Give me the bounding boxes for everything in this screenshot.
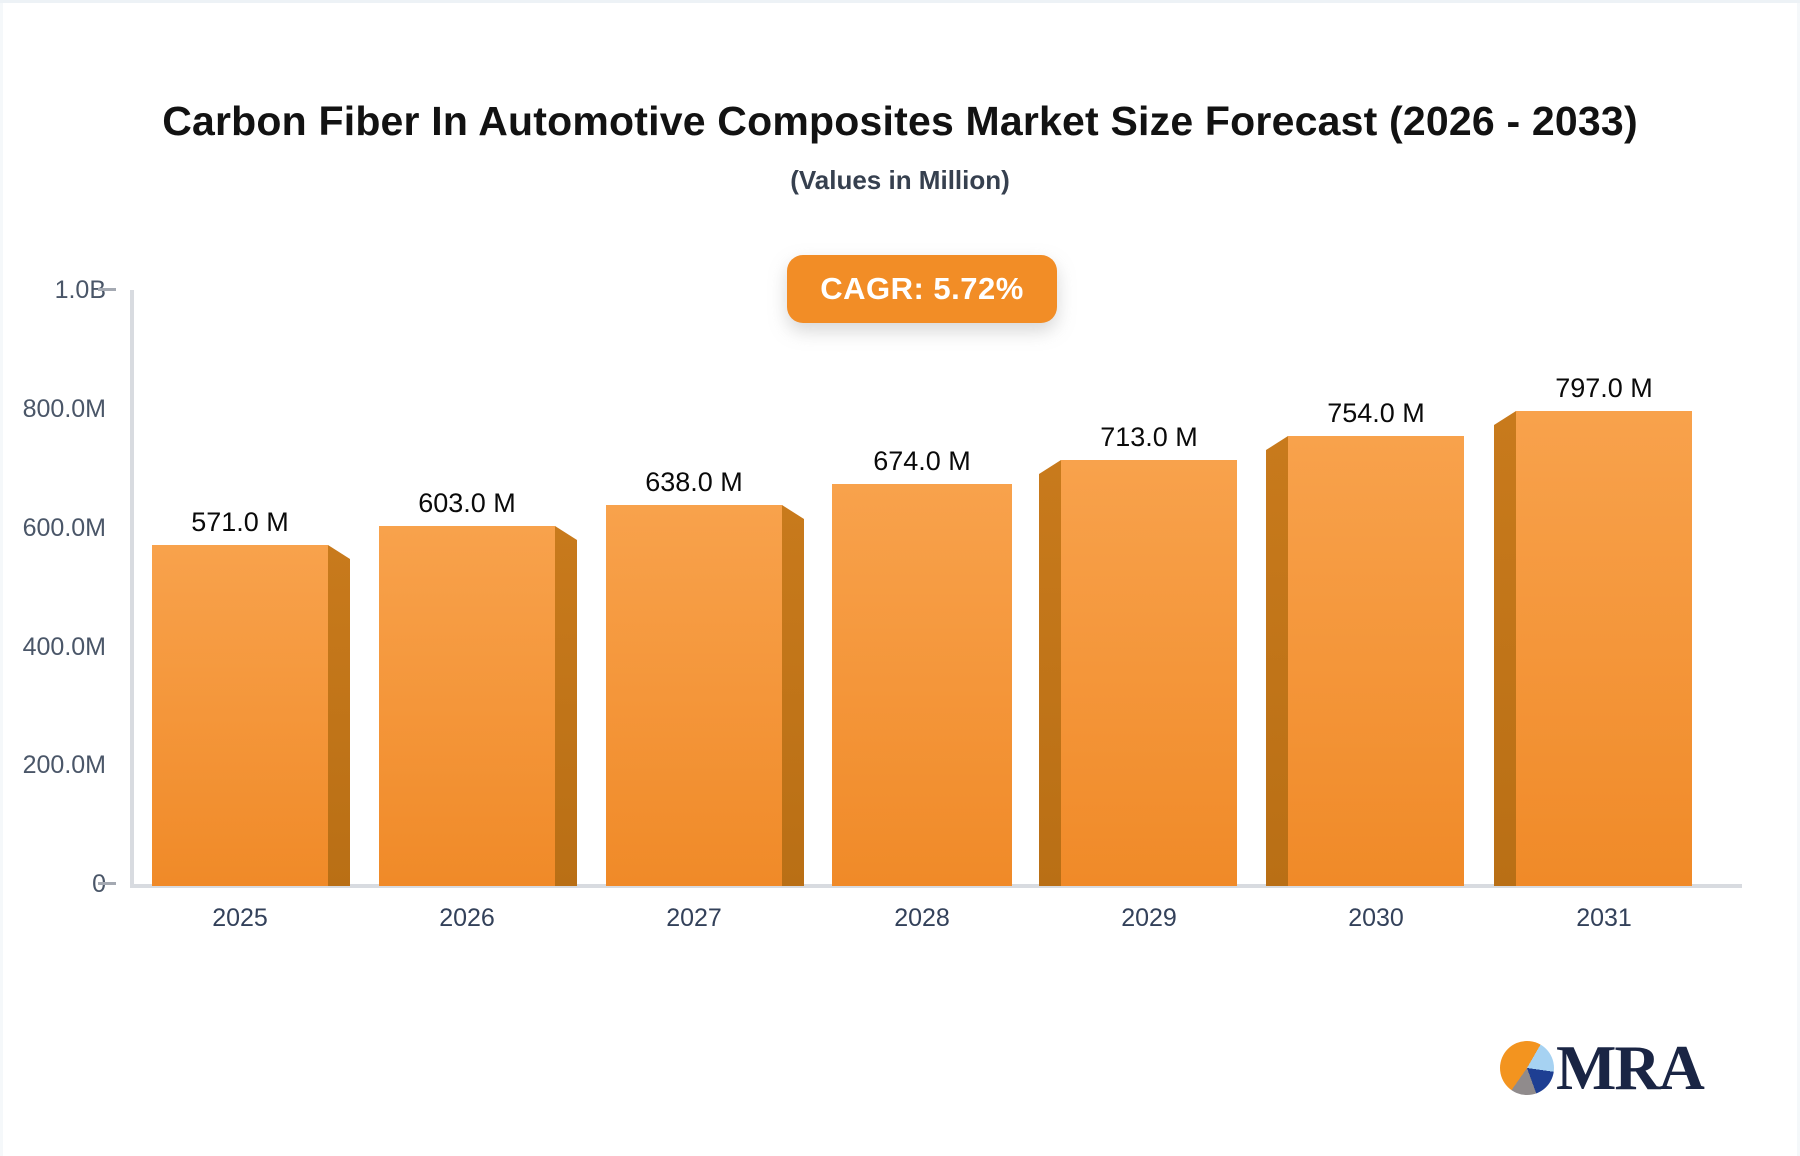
chart-subtitle: (Values in Million) bbox=[790, 165, 1010, 195]
bar-value-label: 638.0 M bbox=[645, 467, 743, 497]
chart-title: Carbon Fiber In Automotive Composites Ma… bbox=[162, 98, 1638, 144]
bar-value-label: 674.0 M bbox=[873, 446, 971, 476]
x-tick-label-2031: 2031 bbox=[1576, 904, 1632, 932]
y-tick-label: 200.0M bbox=[22, 751, 106, 779]
bar-side-face bbox=[1039, 460, 1061, 886]
bar-2026[interactable] bbox=[379, 526, 555, 886]
x-axis-line bbox=[130, 884, 1742, 888]
bar-2025[interactable] bbox=[152, 545, 328, 886]
bar-side-face bbox=[782, 505, 804, 886]
mra-logo: MRA bbox=[1500, 1032, 1705, 1103]
y-tick-label: 0 bbox=[0, 868, 106, 900]
x-tick-label-2026: 2026 bbox=[439, 904, 495, 932]
bar-value-label: 754.0 M bbox=[1327, 398, 1425, 428]
y-tick-label: 1.0B bbox=[54, 276, 106, 304]
y-tick-label: 400.0M bbox=[22, 633, 106, 661]
bar-side-face bbox=[1266, 436, 1288, 886]
y-axis-tick-mark bbox=[98, 882, 116, 885]
y-tick-label: 600.0M bbox=[22, 514, 106, 542]
bar-value-label: 797.0 M bbox=[1555, 373, 1653, 403]
bar-value-label: 571.0 M bbox=[191, 507, 289, 537]
x-tick-label-2027: 2027 bbox=[666, 904, 722, 932]
pie-chart-logo-icon bbox=[1500, 1041, 1554, 1095]
x-tick-label-2025: 2025 bbox=[212, 904, 268, 932]
bar-2031[interactable] bbox=[1516, 411, 1692, 886]
bar-value-label: 603.0 M bbox=[418, 488, 516, 518]
x-tick-label-2028: 2028 bbox=[894, 904, 950, 932]
bar-side-face bbox=[1494, 411, 1516, 886]
bar-2027[interactable] bbox=[606, 505, 782, 886]
y-axis-tick-mark bbox=[98, 288, 116, 291]
bar-2030[interactable] bbox=[1288, 436, 1464, 886]
cagr-badge: CAGR: 5.72% bbox=[787, 255, 1057, 323]
mra-logo-text: MRA bbox=[1556, 1032, 1705, 1103]
bar-2029[interactable] bbox=[1061, 460, 1237, 886]
x-tick-label-2030: 2030 bbox=[1348, 904, 1404, 932]
bar-2028[interactable] bbox=[832, 484, 1012, 886]
bar-side-face bbox=[555, 526, 577, 886]
x-tick-label-2029: 2029 bbox=[1121, 904, 1177, 932]
bar-value-label: 713.0 M bbox=[1100, 422, 1198, 452]
bar-side-face bbox=[328, 545, 350, 886]
y-tick-label: 800.0M bbox=[22, 395, 106, 423]
y-axis-line bbox=[130, 290, 134, 888]
cagr-badge-label: CAGR: 5.72% bbox=[820, 271, 1024, 306]
